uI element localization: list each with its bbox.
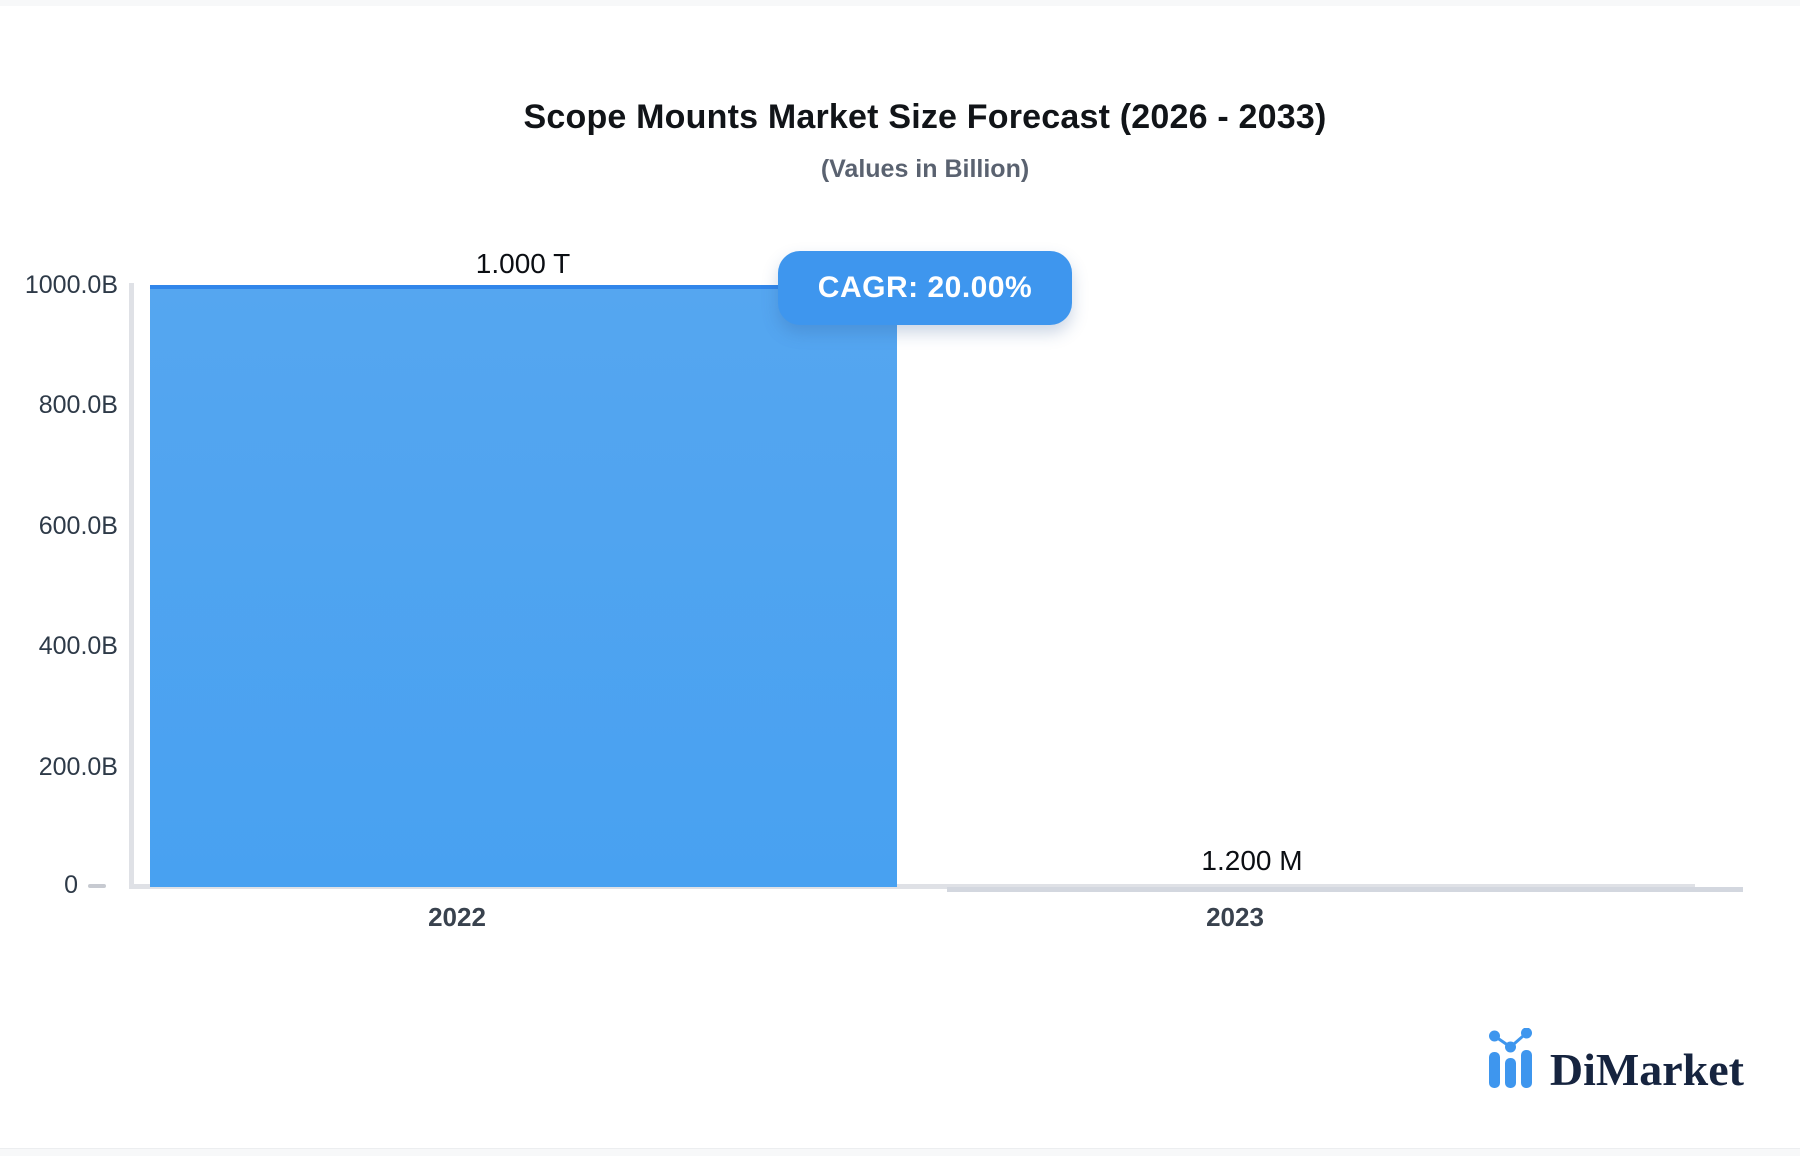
cagr-badge-label: CAGR: 20.00% [817,271,1033,304]
zero-tick-dash [88,884,106,888]
y-tick-400b: 400.0B [38,632,118,660]
brand-logo-text: DiMarket [1549,1044,1744,1095]
cagr-badge: CAGR: 20.00% [778,251,1072,325]
chart-title: Scope Mounts Market Size Forecast (2026 … [523,98,1327,136]
x-axis-line [129,884,1695,889]
chart-header: Scope Mounts Market Size Forecast (2026 … [50,98,1800,184]
chart-subtitle: (Values in Billion) [820,155,1030,183]
top-edge-strip [0,0,1800,6]
y-tick-800b: 800.0B [38,391,118,419]
brand-logo: DiMarket [1486,1027,1744,1095]
bottom-edge-strip [0,1148,1800,1156]
y-tick-600b: 600.0B [38,512,118,540]
x-tick-2023: 2023 [1206,902,1264,932]
y-tick-1000b: 1000.0B [24,271,118,299]
bar-2023[interactable] [947,887,1743,892]
y-axis-line [129,283,134,889]
bar-value-label-2023: 1.200 M [1201,845,1303,876]
y-tick-zero: 0 [64,871,78,899]
bar-value-label-2022: 1.000 T [475,248,571,279]
x-tick-2022: 2022 [428,902,486,932]
y-tick-200b: 200.0B [38,753,118,781]
bar-2022[interactable] [150,285,897,887]
bar-chart-logo-icon [1486,1027,1536,1095]
